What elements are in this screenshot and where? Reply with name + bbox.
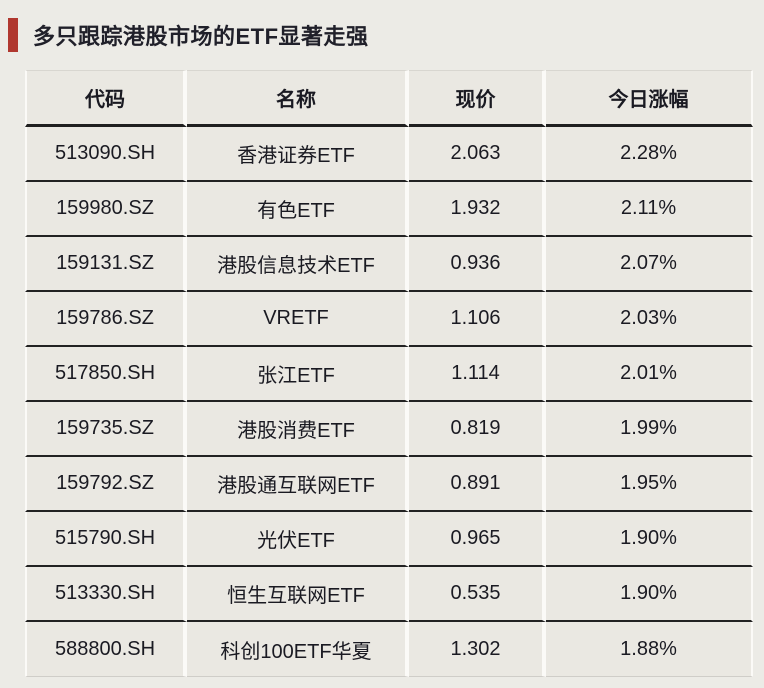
- cell-code: 517850.SH: [25, 347, 187, 402]
- cell-change: 1.99%: [546, 402, 753, 457]
- table-row: 159980.SZ 有色ETF 1.932 2.11%: [25, 182, 753, 237]
- column-header-price: 现价: [409, 70, 546, 127]
- cell-change: 2.07%: [546, 237, 753, 292]
- page-title: 多只跟踪港股市场的ETF显著走强: [33, 24, 369, 49]
- column-header-change: 今日涨幅: [546, 70, 753, 127]
- cell-change: 2.03%: [546, 292, 753, 347]
- table-row: 513330.SH 恒生互联网ETF 0.535 1.90%: [25, 567, 753, 622]
- table-body: 513090.SH 香港证券ETF 2.063 2.28% 159980.SZ 有色ETF…: [25, 127, 753, 677]
- cell-change: 2.01%: [546, 347, 753, 402]
- cell-price: 0.965: [409, 512, 546, 567]
- cell-code: 159786.SZ: [25, 292, 187, 347]
- cell-name: 科创100ETF华夏: [187, 622, 409, 677]
- table-row: 588800.SH 科创100ETF华夏 1.302 1.88%: [25, 622, 753, 677]
- cell-price: 1.302: [409, 622, 546, 677]
- cell-name: 港股消费ETF: [187, 402, 409, 457]
- cell-code: 159792.SZ: [25, 457, 187, 512]
- cell-name: 恒生互联网ETF: [187, 567, 409, 622]
- cell-name: 港股通互联网ETF: [187, 457, 409, 512]
- cell-price: 0.819: [409, 402, 546, 457]
- table-header: 代码 名称 现价 今日涨幅: [25, 70, 753, 127]
- title-accent-bar: [8, 18, 18, 52]
- cell-change: 2.11%: [546, 182, 753, 237]
- cell-change: 1.95%: [546, 457, 753, 512]
- etf-table: 代码 名称 现价 今日涨幅 513090.SH 香港证券ETF 2.063 2.28%…: [25, 70, 753, 677]
- table-row: 159735.SZ 港股消费ETF 0.819 1.99%: [25, 402, 753, 457]
- table-row: 159131.SZ 港股信息技术ETF 0.936 2.07%: [25, 237, 753, 292]
- table-row: 513090.SH 香港证券ETF 2.063 2.28%: [25, 127, 753, 182]
- table-row: 515790.SH 光伏ETF 0.965 1.90%: [25, 512, 753, 567]
- cell-price: 1.932: [409, 182, 546, 237]
- table-row: 159792.SZ 港股通互联网ETF 0.891 1.95%: [25, 457, 753, 512]
- column-header-name: 名称: [187, 70, 409, 127]
- cell-code: 159735.SZ: [25, 402, 187, 457]
- cell-name: 光伏ETF: [187, 512, 409, 567]
- title-row: 多只跟踪港股市场的ETF显著走强: [8, 18, 764, 52]
- cell-change: 1.88%: [546, 622, 753, 677]
- cell-price: 0.535: [409, 567, 546, 622]
- cell-name: 有色ETF: [187, 182, 409, 237]
- cell-code: 159980.SZ: [25, 182, 187, 237]
- column-header-code: 代码: [25, 70, 187, 127]
- cell-code: 513330.SH: [25, 567, 187, 622]
- cell-name: 港股信息技术ETF: [187, 237, 409, 292]
- cell-change: 1.90%: [546, 567, 753, 622]
- cell-name: 张江ETF: [187, 347, 409, 402]
- cell-price: 1.106: [409, 292, 546, 347]
- cell-code: 515790.SH: [25, 512, 187, 567]
- cell-price: 1.114: [409, 347, 546, 402]
- cell-code: 588800.SH: [25, 622, 187, 677]
- cell-change: 2.28%: [546, 127, 753, 182]
- cell-price: 2.063: [409, 127, 546, 182]
- cell-code: 159131.SZ: [25, 237, 187, 292]
- cell-name: 香港证券ETF: [187, 127, 409, 182]
- cell-name: VRETF: [187, 292, 409, 347]
- table-row: 159786.SZ VRETF 1.106 2.03%: [25, 292, 753, 347]
- cell-code: 513090.SH: [25, 127, 187, 182]
- header-row: 代码 名称 现价 今日涨幅: [25, 70, 753, 127]
- cell-price: 0.891: [409, 457, 546, 512]
- cell-change: 1.90%: [546, 512, 753, 567]
- cell-price: 0.936: [409, 237, 546, 292]
- table-row: 517850.SH 张江ETF 1.114 2.01%: [25, 347, 753, 402]
